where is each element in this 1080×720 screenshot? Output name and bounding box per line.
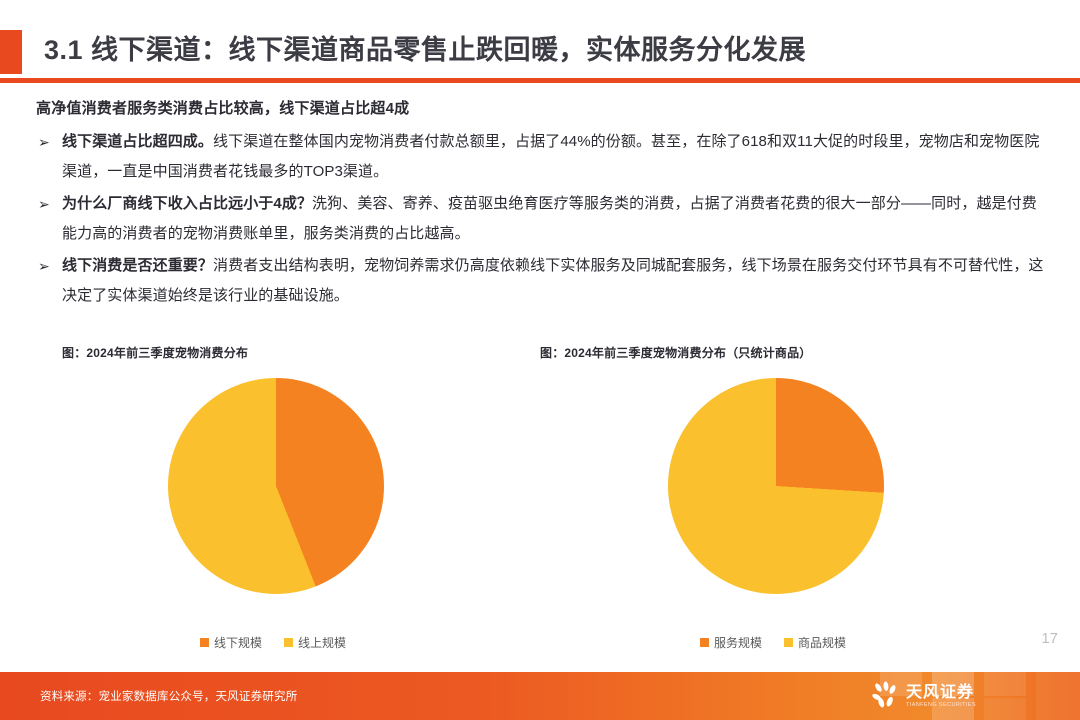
page-title: 3.1 线下渠道：线下渠道商品零售止跌回暖，实体服务分化发展 xyxy=(44,35,807,65)
slide-title-block: 3.1 线下渠道：线下渠道商品零售止跌回暖，实体服务分化发展 xyxy=(0,28,1080,84)
source-note: 资料来源：宠业家数据库公众号，天风证券研究所 xyxy=(40,691,298,703)
legend-item[interactable]: 线上规模 xyxy=(284,634,346,651)
footer-background xyxy=(0,672,1080,720)
legend-label: 线上规模 xyxy=(298,636,347,650)
company-logo: 天风证券 TIANFENG SECURITIES xyxy=(870,679,998,713)
bullet-lead: 线下渠道占比超四成。 xyxy=(62,133,214,150)
legend-swatch-icon xyxy=(700,638,709,647)
chart-legend-right: 服务规模 商品规模 xyxy=(700,634,846,651)
pie-chart-left: 44% 56% xyxy=(146,378,406,618)
leaf-petal-icon xyxy=(870,681,900,711)
logo-text: 天风证券 TIANFENG SECURITIES xyxy=(906,684,976,709)
body-copy: 高净值消费者服务类消费占比较高，线下渠道占比超4成 ➢ 线下渠道占比超四成。线下… xyxy=(36,96,1048,313)
chart-legend-left: 线下规模 线上规模 xyxy=(200,634,346,651)
pie-chart-left-disc xyxy=(168,378,384,594)
slide-footer: 资料来源：宠业家数据库公众号，天风证券研究所 天风证券 TIANFENG SE xyxy=(0,672,1080,720)
bullet-item: ➢ 为什么厂商线下收入占比远小于4成？洗狗、美容、寄养、疫苗驱虫绝育医疗等服务类… xyxy=(36,189,1048,249)
legend-label: 服务规模 xyxy=(714,636,763,650)
bullet-lead: 线下消费是否还重要？ xyxy=(62,257,214,274)
chart-caption-right: 图：2024年前三季度宠物消费分布（只统计商品） xyxy=(540,346,812,360)
legend-label: 线下规模 xyxy=(214,636,263,650)
bullet-body: 消费者支出结构表明，宠物饲养需求仍高度依赖线下实体服务及同城配套服务，线下场景在… xyxy=(62,257,1044,304)
bullet-item: ➢ 线下渠道占比超四成。线下渠道在整体国内宠物消费者付款总额里，占据了44%的份… xyxy=(36,127,1048,187)
legend-swatch-icon xyxy=(784,638,794,647)
bullet-body: 洗狗、美容、寄养、疫苗驱虫绝育医疗等服务类的消费，占据了消费者花费的很大一部分—… xyxy=(62,195,1037,242)
legend-item[interactable]: 商品规模 xyxy=(784,634,846,651)
legend-item[interactable]: 线下规模 xyxy=(200,634,262,651)
pie-chart-right: 26% 74% xyxy=(646,378,906,618)
page-number: 17 xyxy=(1041,630,1058,647)
legend-swatch-icon xyxy=(200,638,209,647)
pie-chart-right-disc xyxy=(668,378,884,594)
lede-text: 高净值消费者服务类消费占比较高，线下渠道占比超4成 xyxy=(36,100,410,117)
title-accent-bar xyxy=(0,30,22,74)
logo-company-subtitle: TIANFENG SECURITIES xyxy=(906,701,976,708)
legend-swatch-icon xyxy=(284,638,294,647)
bullet-marker-icon: ➢ xyxy=(38,196,50,212)
title-divider xyxy=(0,78,1080,83)
bullet-body: 线下渠道在整体国内宠物消费者付款总额里，占据了44%的份额。甚至，在除了618和… xyxy=(62,133,1040,180)
bullet-item: ➢ 线下消费是否还重要？消费者支出结构表明，宠物饲养需求仍高度依赖线下实体服务及… xyxy=(36,251,1048,311)
logo-company-name: 天风证券 xyxy=(906,683,975,701)
chart-caption-left: 图：2024年前三季度宠物消费分布 xyxy=(62,346,249,360)
legend-item[interactable]: 服务规模 xyxy=(700,634,762,651)
bullet-lead: 为什么厂商线下收入占比远小于4成？ xyxy=(62,195,313,212)
bullet-marker-icon: ➢ xyxy=(38,258,50,274)
legend-label: 商品规模 xyxy=(798,636,847,650)
bullet-marker-icon: ➢ xyxy=(38,134,50,150)
